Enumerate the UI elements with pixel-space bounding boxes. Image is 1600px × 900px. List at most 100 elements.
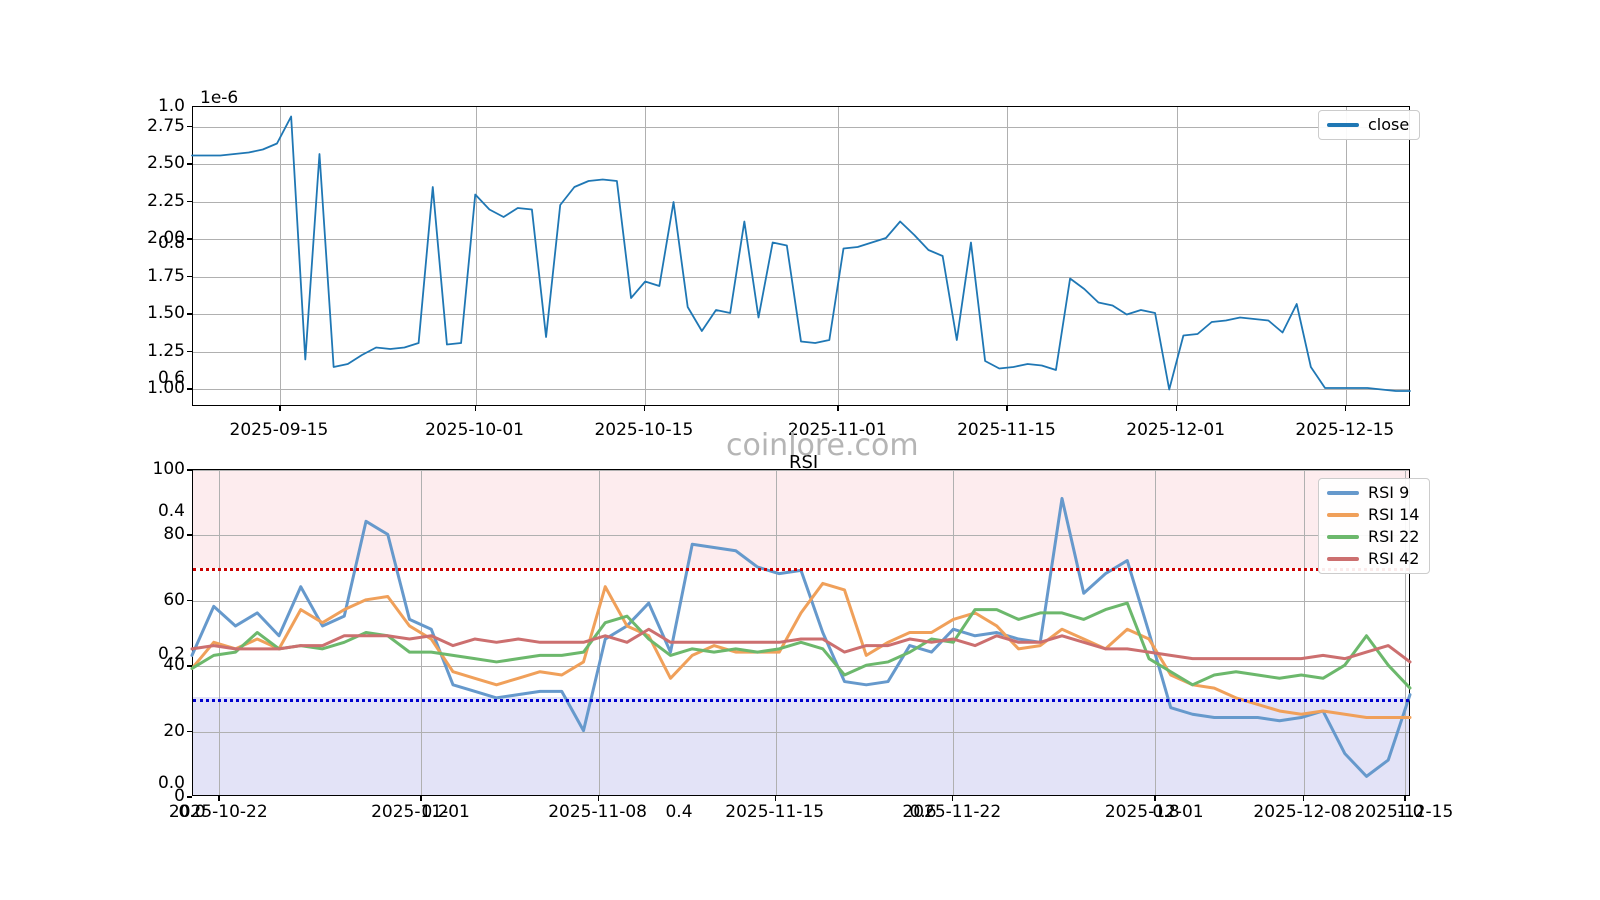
price-x-tick-mark <box>1175 406 1178 411</box>
rsi-x-tick-label: 2025-10-22 <box>168 802 268 822</box>
price-gridline-v <box>1176 107 1178 405</box>
price-x-tick-label: 2025-12-15 <box>1295 420 1395 440</box>
legend-label-rsi14: RSI 14 <box>1368 505 1420 524</box>
rsi-legend: RSI 9 RSI 14 RSI 22 RSI 42 <box>1318 478 1431 574</box>
rsi-y-tick-label: 20 <box>163 720 185 741</box>
price-x-tick-mark <box>643 406 646 411</box>
rsi-y-tick-mark <box>187 730 192 733</box>
price-x-tick-mark <box>278 406 281 411</box>
price-offset-text: 1e-6 <box>200 88 239 108</box>
price-legend: close <box>1318 110 1421 140</box>
price-y-tick-mark <box>187 350 192 353</box>
price-gridline-h <box>193 276 1409 278</box>
legend-item-rsi42: RSI 42 <box>1327 551 1419 567</box>
price-y-tick-label: 2.75 <box>147 115 185 136</box>
legend-swatch-rsi22 <box>1327 535 1359 539</box>
rsi-x-tick-mark <box>1154 796 1156 801</box>
rsi-y-tick-label: 0 <box>174 786 185 806</box>
price-x-tick-mark <box>1006 406 1009 411</box>
price-series-svg <box>191 115 1411 392</box>
rsi-x-tick-label-secondary: 0.6 <box>909 802 937 822</box>
rsi-gridline-h <box>193 666 1409 668</box>
rsi-y-tick-label-secondary: 0.4 <box>157 501 185 521</box>
rsi-gridline-v <box>219 470 221 795</box>
price-x-tick-label: 2025-12-01 <box>1126 420 1226 440</box>
rsi-y-tick-label-secondary: 0.2 <box>157 644 185 664</box>
legend-item-rsi9: RSI 9 <box>1327 485 1419 501</box>
rsi-gridline-h <box>193 731 1409 733</box>
price-gridline-v <box>279 107 281 405</box>
rsi-plot-area <box>192 469 1410 796</box>
price-y-tick-mark <box>187 163 192 165</box>
price-x-tick-label: 2025-11-15 <box>957 420 1056 440</box>
price-gridline-h <box>193 201 1409 203</box>
rsi-x-tick-label: 2025-11-01 <box>371 802 470 822</box>
rsi-y-tick-mark <box>187 534 192 536</box>
rsi-x-tick-mark <box>597 796 600 801</box>
price-x-tick-mark <box>1344 406 1347 411</box>
price-y-tick-label: 1.75 <box>147 265 185 286</box>
price-panel: 1e-6 2.75 2.50 2.25 2.00 1.75 1.50 1.25 1.00 1.… <box>147 88 1421 440</box>
rsi-gridline-v <box>1155 470 1157 795</box>
legend-item-close: close <box>1327 117 1409 133</box>
price-gridline-v <box>1345 107 1347 405</box>
legend-label-rsi9: RSI 9 <box>1368 483 1410 502</box>
rsi-x-tick-mark <box>1302 796 1305 801</box>
price-gridline-h <box>193 389 1409 390</box>
price-gridline-v <box>475 107 477 405</box>
price-x-tick-label: 2025-09-15 <box>229 420 329 440</box>
rsi-x-tick-mark <box>951 796 954 801</box>
rsi-gridline-h <box>193 470 1409 471</box>
rsi-y-tick-mark <box>187 796 192 798</box>
rsi-gridline-v <box>1404 470 1406 795</box>
price-x-tick-label: 2025-10-15 <box>594 420 694 440</box>
price-y-tick-mark <box>187 388 192 390</box>
rsi-x-tick-label-secondary: 0.0 <box>178 802 206 822</box>
rsi-x-tick-label-secondary: 1.0 <box>1396 802 1424 822</box>
rsi-y-tick-mark <box>187 599 192 602</box>
legend-item-rsi14: RSI 14 <box>1327 507 1419 523</box>
price-y-tick-label: 2.00 <box>147 228 185 248</box>
price-y-tick-label-secondary: 1.0 <box>157 96 185 116</box>
legend-swatch-rsi9 <box>1327 491 1359 495</box>
price-x-tick-label: 2025-11-01 <box>787 420 887 440</box>
price-y-tick-label: 1.00 <box>147 378 185 398</box>
price-gridline-h <box>193 239 1409 240</box>
price-y-tick-label: 1.50 <box>147 303 185 323</box>
rsi-y-tick-mark <box>187 469 192 471</box>
rsi-y-tick-label: 60 <box>163 589 185 610</box>
legend-label-rsi42: RSI 42 <box>1368 549 1420 568</box>
rsi-x-tick-mark <box>218 796 220 801</box>
rsi-line-rsi14 <box>190 581 1412 720</box>
rsi-x-tick-label-secondary: 0.4 <box>665 802 693 822</box>
legend-swatch-close <box>1327 123 1359 127</box>
price-y-tick-mark <box>187 125 192 128</box>
price-gridline-h <box>193 351 1409 353</box>
price-gridline-h <box>193 314 1409 315</box>
rsi-x-tick-label: 2025-11-08 <box>548 802 647 822</box>
rsi-x-tick-label: 2025-12-15 <box>1354 802 1454 822</box>
overbought-threshold-line <box>193 568 1409 572</box>
rsi-x-tick-mark <box>774 796 777 801</box>
rsi-x-tick-mark <box>1403 796 1406 801</box>
rsi-gridline-h <box>193 535 1409 537</box>
legend-swatch-rsi42 <box>1327 557 1359 561</box>
legend-label-close: close <box>1368 115 1410 134</box>
price-y-tick-mark <box>187 238 192 240</box>
legend-swatch-rsi14 <box>1327 513 1359 517</box>
rsi-panel-title: RSI <box>789 452 819 473</box>
price-y-tick-label: 2.25 <box>147 190 185 211</box>
rsi-x-tick-label-secondary: 0.2 <box>421 802 449 822</box>
rsi-gridline-v <box>1303 470 1305 795</box>
price-line-close <box>191 115 1411 392</box>
rsi-y-tick-label: 40 <box>163 655 185 676</box>
rsi-x-tick-label: 2025-12-08 <box>1253 802 1353 822</box>
rsi-line-rsi42 <box>190 627 1412 664</box>
legend-label-rsi22: RSI 22 <box>1368 527 1420 546</box>
rsi-gridline-v <box>775 470 777 795</box>
price-plot-area <box>192 106 1410 406</box>
price-gridline-h <box>193 164 1409 165</box>
rsi-y-tick-label-secondary: 0.0 <box>157 773 185 793</box>
price-gridline-v <box>644 107 646 405</box>
